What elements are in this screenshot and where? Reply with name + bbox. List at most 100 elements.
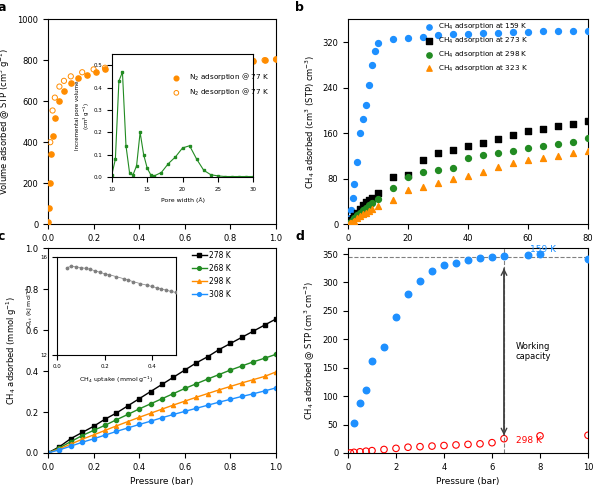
268 K: [204, 376, 211, 382]
268 K: [215, 372, 223, 377]
N$_2$ adsorption @ 77 K: [50, 114, 59, 122]
278 K: [90, 423, 97, 429]
298 K: [124, 419, 131, 425]
CH$_4$ adsorption at 159 K: [538, 28, 548, 36]
278 K: [56, 444, 63, 450]
CH$_4$ adsorption at 298 K: [508, 147, 518, 155]
CH$_4$ adsorption at 298 K: [433, 166, 443, 174]
Point: [439, 262, 449, 269]
CH$_4$ adsorption at 273 K: [364, 196, 374, 204]
CH$_4$ adsorption at 159 K: [367, 61, 377, 69]
N$_2$ adsorption @ 77 K: [248, 57, 258, 65]
298 K: [204, 391, 211, 396]
308 K: [272, 385, 280, 391]
298 K: [170, 402, 177, 408]
268 K: [113, 417, 120, 423]
CH$_4$ adsorption at 323 K: [358, 210, 368, 218]
N$_2$ adsorption @ 77 K: [73, 74, 82, 82]
CH$_4$ adsorption at 159 K: [568, 27, 578, 35]
278 K: [158, 381, 166, 387]
CH$_4$ adsorption at 273 K: [348, 214, 358, 222]
CH$_4$ adsorption at 273 K: [349, 212, 359, 220]
X-axis label: Pressure (bar): Pressure (bar): [436, 248, 500, 257]
CH$_4$ adsorption at 298 K: [403, 173, 413, 181]
Y-axis label: CH$_4$ adsorbed (mmol g$^{-1}$): CH$_4$ adsorbed (mmol g$^{-1}$): [5, 296, 19, 405]
268 K: [158, 396, 166, 402]
CH$_4$ adsorption at 323 K: [373, 202, 383, 210]
278 K: [227, 340, 234, 346]
308 K: [158, 415, 166, 421]
CH$_4$ adsorption at 273 K: [523, 128, 533, 135]
N$_2$ adsorption @ 77 K: [91, 68, 101, 75]
Point: [346, 449, 355, 457]
CH$_4$ adsorption at 298 K: [583, 134, 593, 142]
N$_2$ adsorption @ 77 K: [157, 60, 167, 68]
Line: 298 K: 298 K: [46, 370, 278, 455]
N$_2$ adsorption @ 77 K: [260, 56, 269, 64]
CH$_4$ adsorption at 323 K: [355, 212, 365, 220]
298 K: [250, 377, 257, 383]
Point: [427, 442, 437, 450]
CH$_4$ adsorption at 273 K: [346, 216, 356, 224]
298 K: [79, 436, 86, 442]
CH$_4$ adsorption at 323 K: [348, 218, 358, 225]
268 K: [250, 359, 257, 365]
CH$_4$ adsorption at 323 K: [344, 220, 353, 228]
Legend: N$_2$ adsorption @ 77 K, N$_2$ desorption @ 77 K: N$_2$ adsorption @ 77 K, N$_2$ desorptio…: [166, 69, 272, 101]
CH$_4$ adsorption at 298 K: [364, 201, 374, 209]
CH$_4$ adsorption at 298 K: [478, 151, 488, 159]
308 K: [67, 443, 74, 449]
Line: 268 K: 268 K: [46, 352, 278, 455]
Point: [355, 399, 365, 407]
CH$_4$ adsorption at 159 K: [478, 29, 488, 37]
CH$_4$ adsorption at 298 K: [448, 165, 458, 172]
N$_2$ desorption @ 77 K: [157, 60, 167, 68]
N$_2$ desorption @ 77 K: [248, 57, 258, 65]
CH$_4$ adsorption at 273 K: [352, 209, 362, 217]
CH$_4$ adsorption at 273 K: [433, 149, 443, 157]
268 K: [44, 450, 52, 456]
308 K: [227, 396, 234, 402]
278 K: [215, 347, 223, 353]
CH$_4$ adsorption at 323 K: [364, 207, 374, 215]
N$_2$ desorption @ 77 K: [180, 60, 190, 68]
N$_2$ desorption @ 77 K: [100, 64, 110, 72]
298 K: [67, 441, 74, 447]
CH$_4$ adsorption at 273 K: [493, 135, 503, 143]
CH$_4$ adsorption at 273 K: [355, 205, 365, 212]
298 K: [147, 411, 154, 416]
CH$_4$ adsorption at 298 K: [348, 216, 358, 224]
298 K: [113, 423, 120, 429]
268 K: [227, 367, 234, 373]
N$_2$ adsorption @ 77 K: [191, 59, 201, 67]
298 K: [158, 406, 166, 412]
CH$_4$ adsorption at 159 K: [349, 180, 359, 188]
308 K: [147, 418, 154, 424]
Point: [391, 313, 401, 321]
CH$_4$ adsorption at 273 K: [344, 220, 353, 227]
308 K: [90, 436, 97, 442]
Text: c: c: [0, 230, 5, 243]
N$_2$ adsorption @ 77 K: [214, 58, 224, 66]
N$_2$ adsorption @ 77 K: [43, 219, 53, 226]
X-axis label: Pressure (bar): Pressure (bar): [130, 477, 194, 486]
Text: 159 K: 159 K: [530, 245, 556, 254]
N$_2$ desorption @ 77 K: [50, 94, 59, 101]
Line: 278 K: 278 K: [46, 317, 278, 455]
CH$_4$ adsorption at 159 K: [346, 206, 356, 214]
N$_2$ desorption @ 77 K: [59, 77, 69, 85]
308 K: [193, 405, 200, 411]
298 K: [193, 394, 200, 400]
308 K: [215, 399, 223, 405]
N$_2$ desorption @ 77 K: [77, 68, 87, 76]
298 K: [261, 374, 268, 379]
278 K: [261, 322, 268, 328]
CH$_4$ adsorption at 323 K: [361, 209, 371, 217]
CH$_4$ adsorption at 159 K: [523, 28, 533, 36]
278 K: [204, 354, 211, 360]
CH$_4$ adsorption at 323 K: [349, 217, 359, 225]
298 K: [227, 384, 234, 390]
CH$_4$ adsorption at 273 K: [553, 122, 563, 130]
268 K: [193, 381, 200, 387]
Point: [487, 253, 497, 261]
